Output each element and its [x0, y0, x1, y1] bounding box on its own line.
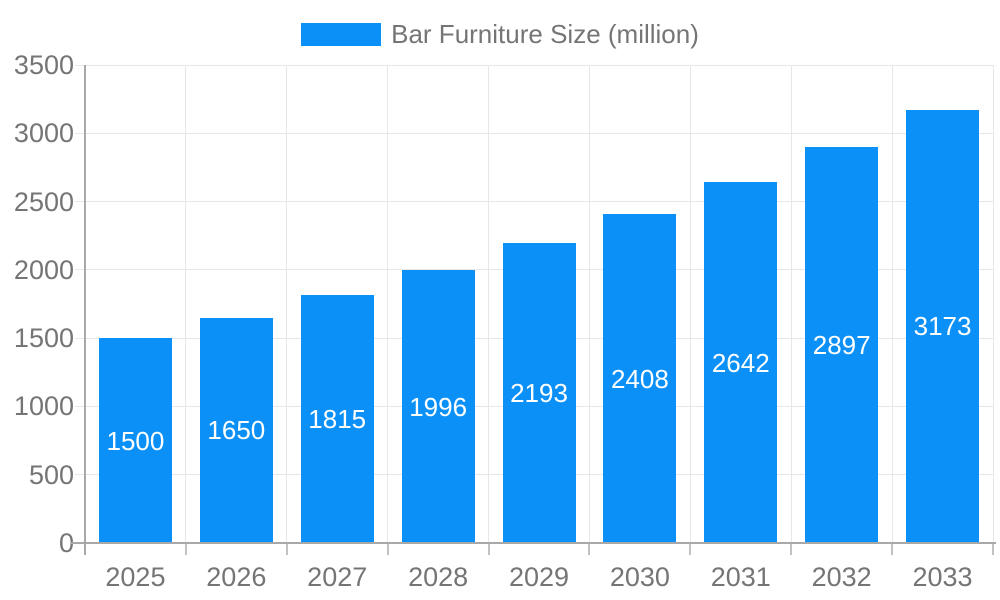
y-axis-label: 1000 [13, 391, 74, 422]
x-axis-label: 2032 [811, 562, 872, 592]
x-axis-label: 2025 [105, 562, 166, 592]
x-gridline [588, 65, 590, 543]
x-axis-label: 2031 [710, 562, 771, 592]
x-axis-label: 2028 [408, 562, 469, 592]
bar-2033[interactable] [906, 109, 980, 543]
x-tick [992, 543, 994, 555]
bar-2026[interactable] [199, 317, 273, 543]
bar-value-label: 1500 [106, 425, 165, 456]
legend-label: Bar Furniture Size (million) [391, 19, 699, 49]
y-axis-label: 3500 [13, 50, 74, 80]
x-gridline [185, 65, 187, 543]
x-tick [386, 543, 389, 555]
bar-2032[interactable] [805, 147, 879, 543]
bar-value-label: 2897 [812, 330, 871, 361]
x-tick [285, 543, 288, 555]
y-axis-label: 2000 [13, 254, 74, 285]
x-axis-label: 2027 [307, 562, 368, 592]
x-tick [790, 543, 793, 555]
x-axis-label: 2029 [508, 562, 570, 592]
y-axis-label: 500 [28, 459, 74, 490]
x-axis-label: 2026 [206, 562, 267, 592]
x-tick [184, 543, 187, 555]
x-axis-line [71, 542, 996, 544]
x-gridline [387, 65, 389, 543]
bar-2029[interactable] [502, 243, 576, 543]
x-axis-label: 2033 [912, 562, 973, 592]
y-axis-label: 2500 [13, 186, 74, 217]
bar-2027[interactable] [300, 295, 374, 543]
y-gridline [75, 64, 993, 66]
x-gridline [992, 65, 994, 543]
x-tick [891, 543, 894, 555]
x-gridline [488, 65, 490, 543]
x-axis-label: 2030 [609, 562, 670, 592]
bar-value-label: 2193 [510, 378, 568, 409]
bar-value-label: 1815 [308, 404, 367, 435]
x-tick [487, 543, 490, 555]
y-gridline [75, 201, 993, 203]
bar-2030[interactable] [603, 214, 677, 543]
legend-swatch [301, 22, 382, 46]
bar-2031[interactable] [704, 182, 778, 543]
y-axis-label: 0 [58, 528, 74, 558]
bar-2028[interactable] [401, 270, 475, 543]
x-tick [588, 543, 591, 555]
bar-value-label: 3173 [913, 311, 972, 342]
y-axis-label: 3000 [13, 118, 74, 149]
bar-value-label: 2642 [711, 347, 770, 378]
x-gridline [891, 65, 893, 543]
x-gridline [689, 65, 691, 543]
y-axis-label: 1500 [13, 323, 74, 354]
y-axis-line [84, 65, 86, 555]
bar-value-label: 2408 [610, 363, 669, 394]
x-tick [689, 543, 692, 555]
x-gridline [286, 65, 288, 543]
bar-2025[interactable] [98, 338, 172, 543]
y-gridline [75, 132, 993, 134]
legend[interactable]: Bar Furniture Size (million) [0, 20, 1000, 49]
bar-value-label: 1996 [409, 391, 468, 422]
x-gridline [790, 65, 792, 543]
bar-value-label: 1650 [207, 415, 266, 446]
